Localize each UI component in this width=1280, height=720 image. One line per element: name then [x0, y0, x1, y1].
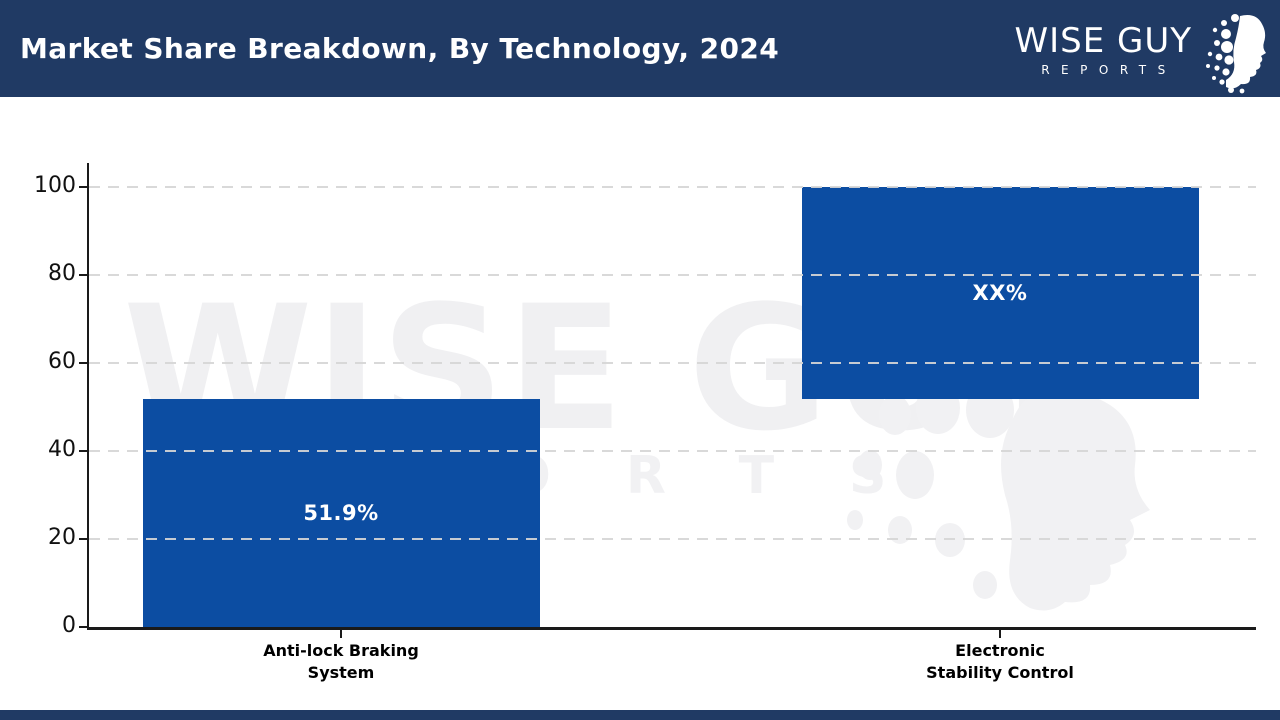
page-title: Market Share Breakdown, By Technology, 2…	[20, 32, 780, 65]
footer-bar	[0, 710, 1280, 720]
x-tick-2	[999, 630, 1001, 638]
wiseguy-logo: WISE GUY REPORTS	[1005, 4, 1270, 94]
gridline-40	[89, 450, 1256, 452]
y-tick-label-80: 80	[48, 261, 76, 286]
gridline-60	[89, 362, 1256, 364]
gridline-100	[89, 186, 1256, 188]
logo-text: WISE GUY REPORTS	[1014, 21, 1192, 76]
y-tick-80	[79, 274, 88, 276]
y-tick-label-100: 100	[34, 173, 76, 198]
bar-1: 51.9%	[142, 398, 540, 627]
y-axis-line	[87, 163, 89, 630]
y-tick-0	[79, 626, 88, 628]
x-axis-line	[87, 627, 1256, 630]
x-category-label-2: Electronic Stability Control	[926, 641, 1074, 682]
x-tick-1	[340, 630, 342, 638]
x-category-label-1: Anti-lock Braking System	[263, 641, 419, 682]
y-tick-100	[79, 186, 88, 188]
y-tick-20	[79, 538, 88, 540]
y-tick-label-60: 60	[48, 349, 76, 374]
bar-2: XX%	[801, 187, 1199, 399]
logo-wordmark: WISE GUY	[1014, 21, 1192, 61]
y-tick-60	[79, 362, 88, 364]
y-tick-label-0: 0	[62, 613, 76, 638]
gridline-80	[89, 274, 1256, 276]
y-tick-label-20: 20	[48, 525, 76, 550]
bar-value-label: XX%	[972, 280, 1028, 305]
bar-value-label: 51.9%	[303, 500, 379, 525]
header-bar: Market Share Breakdown, By Technology, 2…	[0, 0, 1280, 97]
y-tick-label-40: 40	[48, 437, 76, 462]
watermark-face-icon	[847, 382, 1150, 611]
gridline-20	[89, 538, 1256, 540]
logo-subtitle: REPORTS	[1041, 62, 1177, 77]
logo-face-icon	[1206, 14, 1266, 94]
y-tick-40	[79, 450, 88, 452]
